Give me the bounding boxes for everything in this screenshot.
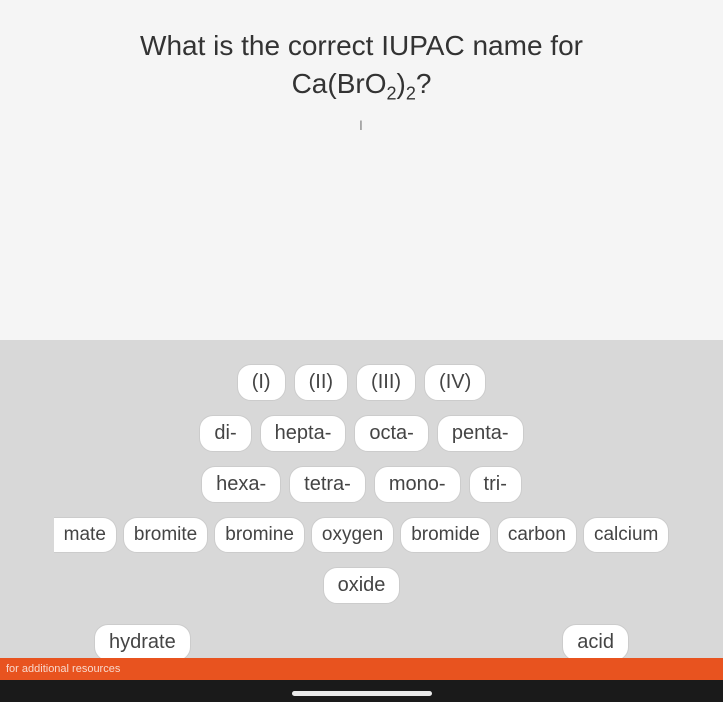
footer-text: for additional resources (6, 663, 120, 675)
prefix-pill[interactable]: mono- (374, 466, 461, 503)
question-panel: What is the correct IUPAC name for Ca(Br… (0, 0, 723, 340)
formula-part: Ca(BrO (292, 68, 387, 99)
word-pill[interactable]: calcium (583, 517, 669, 553)
formula-part: ? (416, 68, 432, 99)
word-pill-partial[interactable]: mate (54, 517, 117, 553)
prefix-pill[interactable]: octa- (354, 415, 428, 452)
word-pill-acid[interactable]: acid (562, 624, 629, 661)
slot-pill[interactable]: (II) (294, 364, 348, 401)
slot-pill[interactable]: (III) (356, 364, 416, 401)
word-pill[interactable]: bromine (214, 517, 305, 553)
answer-panel: (I) (II) (III) (IV) di- hepta- octa- pen… (0, 340, 723, 680)
word-pill[interactable]: carbon (497, 517, 577, 553)
app-screen: What is the correct IUPAC name for Ca(Br… (0, 0, 723, 680)
slot-pill[interactable]: (I) (237, 364, 286, 401)
formula-subscript: 2 (386, 84, 396, 104)
slot-pill[interactable]: (IV) (424, 364, 486, 401)
formula-part: ) (397, 68, 406, 99)
prefix-pill[interactable]: hexa- (201, 466, 281, 503)
home-indicator[interactable] (292, 691, 432, 696)
word-pill[interactable]: bromite (123, 517, 208, 553)
bottom-row: hydrate acid (4, 624, 719, 661)
word-pill-hydrate[interactable]: hydrate (94, 624, 191, 661)
word-pill[interactable]: oxygen (311, 517, 394, 553)
prefix-pill[interactable]: penta- (437, 415, 524, 452)
word-pill[interactable]: bromide (400, 517, 491, 553)
word-pill[interactable]: oxide (323, 567, 401, 604)
footer-bar[interactable]: for additional resources (0, 658, 723, 680)
question-formula: Ca(BrO2)2? (30, 68, 693, 105)
prefix-pill[interactable]: tetra- (289, 466, 366, 503)
slot-row: (I) (II) (III) (IV) (4, 364, 719, 401)
prefix-row-1: di- hepta- octa- penta- (4, 415, 719, 452)
prefix-pill[interactable]: di- (199, 415, 251, 452)
prefix-row-2: hexa- tetra- mono- tri- (4, 466, 719, 503)
word-row-1: mate bromite bromine oxygen bromide carb… (4, 517, 719, 553)
formula-subscript: 2 (406, 84, 416, 104)
word-row-2: oxide (4, 567, 719, 604)
prefix-pill[interactable]: hepta- (260, 415, 347, 452)
question-text-line1: What is the correct IUPAC name for (30, 30, 693, 62)
text-cursor: I (30, 117, 693, 133)
prefix-pill[interactable]: tri- (469, 466, 522, 503)
